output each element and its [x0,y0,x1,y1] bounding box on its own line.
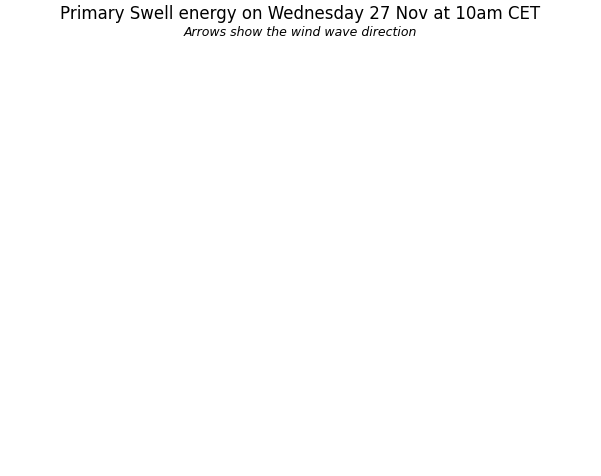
Text: Map unavailable: No module named 'geopandas': Map unavailable: No module named 'geopan… [130,249,471,264]
Text: Primary Swell energy on Wednesday 27 Nov at 10am CET: Primary Swell energy on Wednesday 27 Nov… [61,5,540,23]
Text: Arrows show the wind wave direction: Arrows show the wind wave direction [184,26,417,39]
